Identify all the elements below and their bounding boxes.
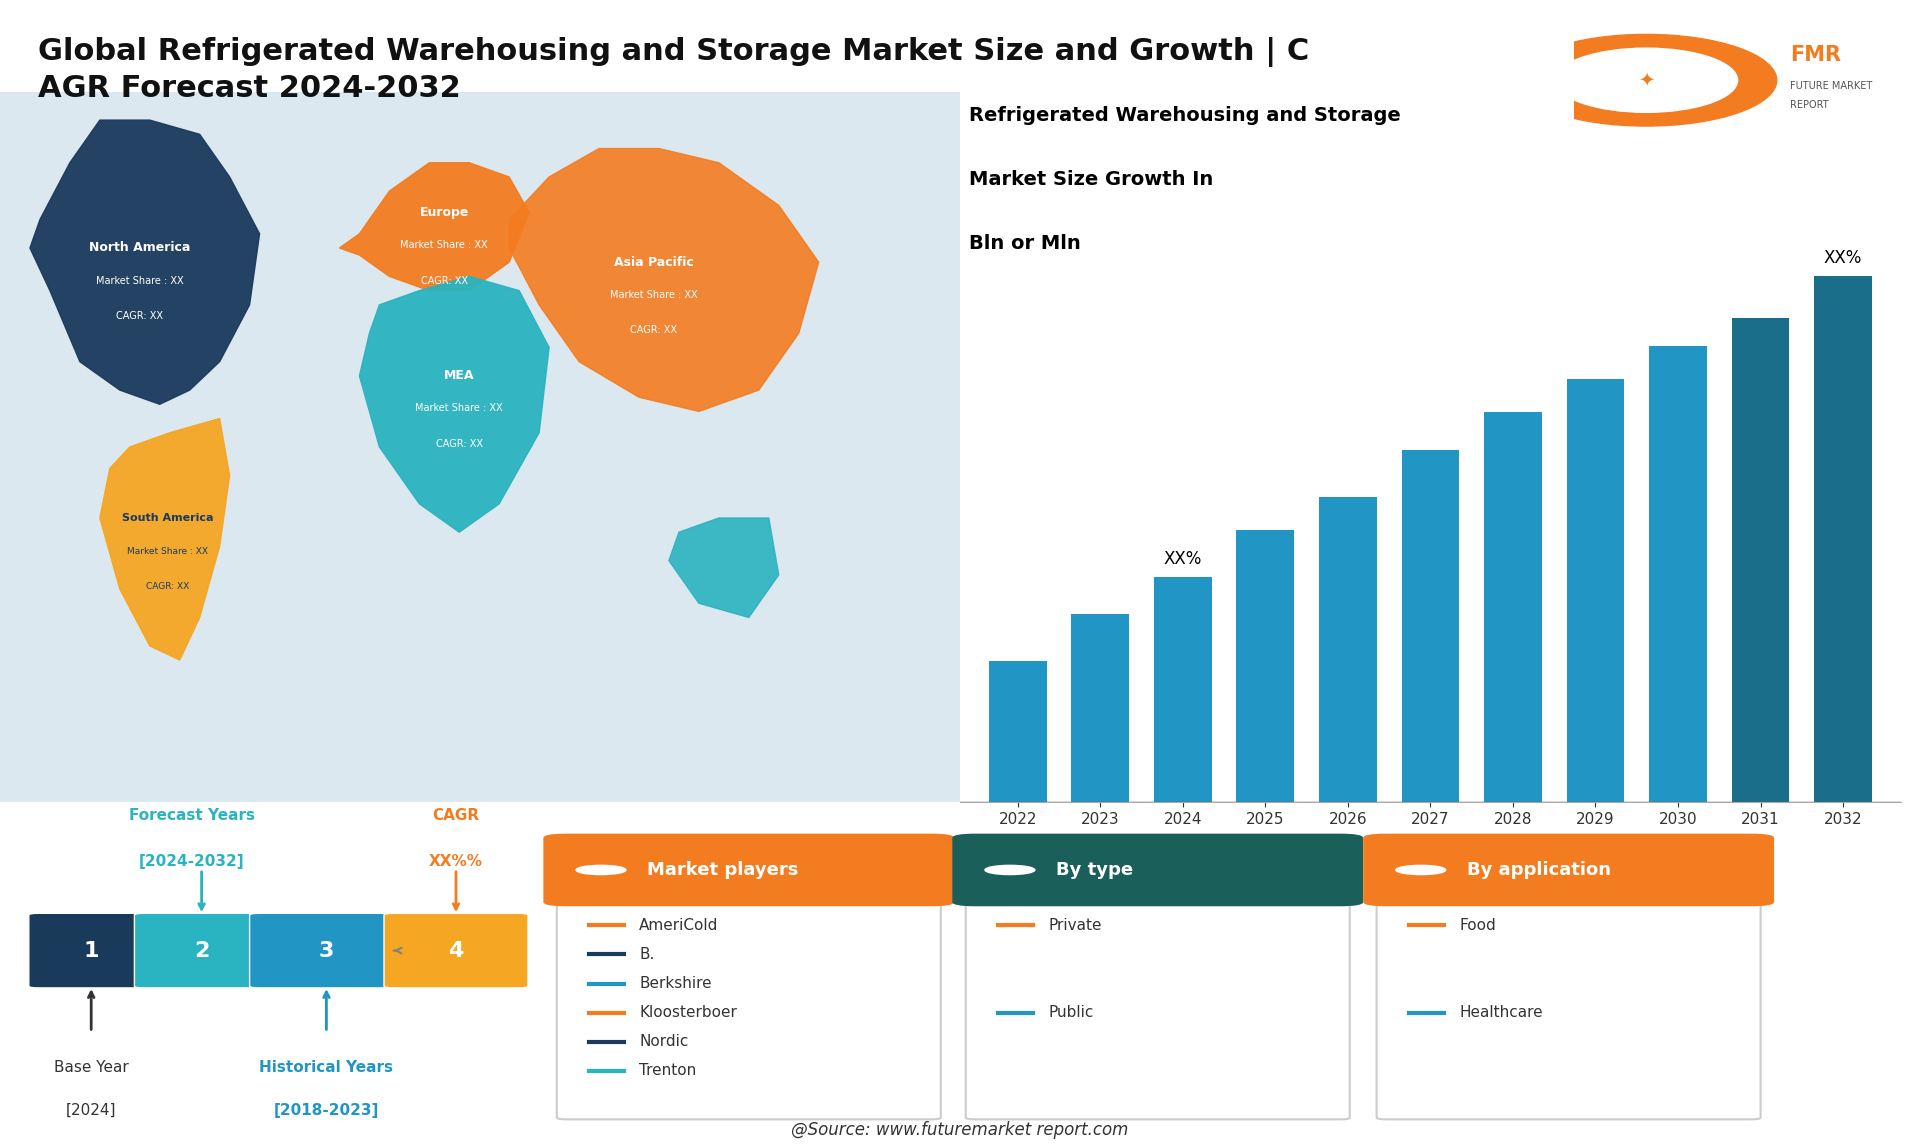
FancyBboxPatch shape bbox=[250, 913, 403, 988]
Text: ✦: ✦ bbox=[1638, 71, 1655, 89]
Bar bbox=[1071, 614, 1129, 802]
Text: MEA: MEA bbox=[444, 369, 474, 383]
Polygon shape bbox=[340, 163, 530, 291]
Text: Market Share : XX: Market Share : XX bbox=[401, 240, 488, 250]
FancyBboxPatch shape bbox=[384, 913, 528, 988]
Circle shape bbox=[1555, 48, 1738, 112]
Text: Food: Food bbox=[1459, 918, 1496, 933]
Bar bbox=[989, 661, 1046, 802]
Polygon shape bbox=[100, 418, 230, 660]
Polygon shape bbox=[509, 149, 818, 411]
Circle shape bbox=[1396, 865, 1446, 874]
Text: Berkshire: Berkshire bbox=[639, 976, 712, 991]
Text: CAGR: CAGR bbox=[432, 808, 480, 823]
Polygon shape bbox=[668, 518, 780, 618]
Text: CAGR: XX: CAGR: XX bbox=[117, 311, 163, 321]
Text: Kloosterboer: Kloosterboer bbox=[639, 1005, 737, 1020]
Text: Nordic: Nordic bbox=[639, 1035, 689, 1050]
Bar bbox=[1319, 496, 1377, 802]
Text: 4: 4 bbox=[447, 941, 465, 960]
Text: REPORT: REPORT bbox=[1789, 101, 1828, 110]
Text: North America: North America bbox=[88, 242, 190, 254]
Text: XX%: XX% bbox=[1164, 550, 1202, 568]
Text: Private: Private bbox=[1048, 918, 1102, 933]
Text: Historical Years: Historical Years bbox=[259, 1060, 394, 1075]
Bar bbox=[1484, 413, 1542, 802]
Text: [2024]: [2024] bbox=[65, 1102, 117, 1118]
Text: South America: South America bbox=[123, 513, 213, 523]
Text: XX%: XX% bbox=[1824, 250, 1862, 267]
Text: Market Share : XX: Market Share : XX bbox=[611, 290, 697, 300]
Text: XX%%: XX%% bbox=[428, 854, 484, 870]
Circle shape bbox=[1515, 34, 1776, 126]
FancyBboxPatch shape bbox=[1363, 833, 1774, 906]
FancyBboxPatch shape bbox=[952, 833, 1363, 906]
Text: [2024-2032]: [2024-2032] bbox=[138, 854, 246, 870]
Circle shape bbox=[576, 865, 626, 874]
Text: Market Size Growth In: Market Size Growth In bbox=[970, 170, 1213, 189]
Text: Refrigerated Warehousing and Storage: Refrigerated Warehousing and Storage bbox=[970, 105, 1402, 125]
Text: Europe: Europe bbox=[420, 206, 468, 219]
Circle shape bbox=[985, 865, 1035, 874]
Text: By application: By application bbox=[1467, 861, 1611, 879]
Bar bbox=[1649, 346, 1707, 802]
Text: Market players: Market players bbox=[647, 861, 799, 879]
Text: Trenton: Trenton bbox=[639, 1063, 697, 1078]
Text: B.: B. bbox=[639, 947, 655, 961]
Text: 1: 1 bbox=[83, 941, 100, 960]
Text: FMR: FMR bbox=[1789, 45, 1841, 65]
Text: Public: Public bbox=[1048, 1005, 1094, 1020]
Bar bbox=[1402, 449, 1459, 802]
Text: Market Share : XX: Market Share : XX bbox=[96, 275, 184, 285]
Text: Market Share : XX: Market Share : XX bbox=[127, 547, 207, 556]
Bar bbox=[1732, 319, 1789, 802]
FancyBboxPatch shape bbox=[134, 913, 269, 988]
Polygon shape bbox=[31, 120, 259, 405]
Text: Forecast Years: Forecast Years bbox=[129, 808, 255, 823]
Text: @Source: www.futuremarket report.com: @Source: www.futuremarket report.com bbox=[791, 1121, 1129, 1139]
Text: Global Refrigerated Warehousing and Storage Market Size and Growth | C: Global Refrigerated Warehousing and Stor… bbox=[38, 37, 1309, 66]
Text: CAGR: XX: CAGR: XX bbox=[436, 439, 482, 449]
Text: CAGR: XX: CAGR: XX bbox=[146, 582, 190, 591]
Text: Bln or Mln: Bln or Mln bbox=[970, 234, 1081, 253]
FancyBboxPatch shape bbox=[966, 903, 1350, 1120]
Text: Asia Pacific: Asia Pacific bbox=[614, 256, 693, 268]
FancyBboxPatch shape bbox=[0, 92, 998, 802]
Bar bbox=[1154, 576, 1212, 802]
Text: 2: 2 bbox=[194, 941, 209, 960]
Text: CAGR: XX: CAGR: XX bbox=[420, 275, 468, 285]
Polygon shape bbox=[359, 276, 549, 532]
FancyBboxPatch shape bbox=[543, 833, 954, 906]
Text: By type: By type bbox=[1056, 861, 1133, 879]
Bar bbox=[1814, 276, 1872, 802]
Text: [2018-2023]: [2018-2023] bbox=[275, 1102, 378, 1118]
Text: Healthcare: Healthcare bbox=[1459, 1005, 1544, 1020]
Text: FUTURE MARKET: FUTURE MARKET bbox=[1789, 81, 1872, 91]
Text: AmeriCold: AmeriCold bbox=[639, 918, 718, 933]
FancyBboxPatch shape bbox=[1377, 903, 1761, 1120]
FancyBboxPatch shape bbox=[557, 903, 941, 1120]
Bar bbox=[1567, 379, 1624, 802]
Bar bbox=[1236, 529, 1294, 802]
Text: 3: 3 bbox=[319, 941, 334, 960]
Text: Market Share : XX: Market Share : XX bbox=[415, 403, 503, 414]
FancyBboxPatch shape bbox=[29, 913, 154, 988]
Text: CAGR: XX: CAGR: XX bbox=[630, 325, 678, 336]
Text: AGR Forecast 2024-2032: AGR Forecast 2024-2032 bbox=[38, 74, 461, 103]
Text: Base Year: Base Year bbox=[54, 1060, 129, 1075]
